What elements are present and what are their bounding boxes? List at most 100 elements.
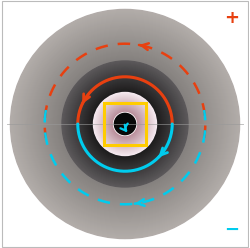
Circle shape [96,95,154,153]
Circle shape [72,71,178,177]
Circle shape [122,121,128,127]
Circle shape [102,101,148,147]
Circle shape [69,68,181,180]
Circle shape [67,66,183,182]
Circle shape [83,82,167,166]
Circle shape [112,112,138,136]
Circle shape [81,80,169,168]
Circle shape [59,58,191,190]
Circle shape [116,115,134,133]
Circle shape [45,44,205,204]
Text: +: + [224,9,239,27]
Circle shape [48,47,202,201]
Circle shape [14,13,236,235]
Circle shape [19,18,231,230]
Circle shape [120,119,130,129]
Circle shape [38,37,212,211]
Circle shape [114,114,136,134]
Circle shape [123,122,127,126]
Circle shape [10,9,239,239]
Circle shape [114,113,136,135]
Circle shape [32,31,218,217]
Circle shape [66,65,184,183]
Circle shape [112,111,138,137]
Circle shape [76,75,174,173]
Circle shape [111,110,139,138]
Circle shape [43,42,207,206]
Circle shape [54,52,197,196]
Circle shape [44,43,206,205]
Circle shape [60,59,190,189]
Circle shape [12,10,238,238]
Circle shape [30,29,220,219]
Circle shape [84,83,166,165]
Circle shape [47,46,203,202]
Circle shape [82,81,168,167]
Circle shape [58,57,192,191]
Circle shape [35,34,215,214]
Circle shape [92,91,158,157]
Circle shape [17,16,233,232]
Circle shape [62,61,188,187]
Circle shape [24,23,226,225]
Circle shape [55,54,195,194]
Circle shape [92,92,158,156]
Text: −: − [224,221,239,239]
Circle shape [15,14,235,234]
Circle shape [70,70,180,178]
Circle shape [52,51,198,197]
Circle shape [32,31,218,217]
Circle shape [87,86,163,162]
Circle shape [28,27,222,221]
Circle shape [107,106,143,142]
Circle shape [74,73,176,175]
Circle shape [68,67,182,181]
Circle shape [103,102,147,146]
Circle shape [90,89,160,159]
Circle shape [109,108,141,140]
Circle shape [79,78,171,170]
Circle shape [78,77,172,171]
Circle shape [26,25,224,223]
Circle shape [63,62,187,186]
Circle shape [21,20,229,228]
Circle shape [94,93,156,155]
Circle shape [108,107,142,141]
Circle shape [105,104,145,144]
Circle shape [97,96,153,152]
Circle shape [54,53,196,195]
Circle shape [94,93,156,155]
Circle shape [27,26,223,222]
Circle shape [61,60,189,188]
Circle shape [70,69,180,179]
Circle shape [25,24,225,224]
Circle shape [40,39,210,209]
Circle shape [13,12,237,236]
Circle shape [23,22,227,226]
Circle shape [49,48,201,200]
Circle shape [110,109,140,139]
Circle shape [41,40,209,208]
Circle shape [85,84,165,164]
Circle shape [99,98,151,150]
Circle shape [56,55,194,193]
Circle shape [33,32,217,216]
Circle shape [12,11,238,237]
Circle shape [22,21,228,227]
Circle shape [118,117,132,131]
Circle shape [117,116,133,132]
Circle shape [34,33,216,215]
Circle shape [52,51,199,197]
Circle shape [100,99,150,149]
Circle shape [18,17,232,231]
Circle shape [101,100,149,148]
Circle shape [65,64,185,184]
Circle shape [46,45,204,203]
Circle shape [50,50,200,198]
Circle shape [121,120,129,128]
Circle shape [37,36,213,212]
Circle shape [72,70,178,178]
Circle shape [86,85,164,163]
Circle shape [57,56,193,192]
Circle shape [89,88,161,160]
